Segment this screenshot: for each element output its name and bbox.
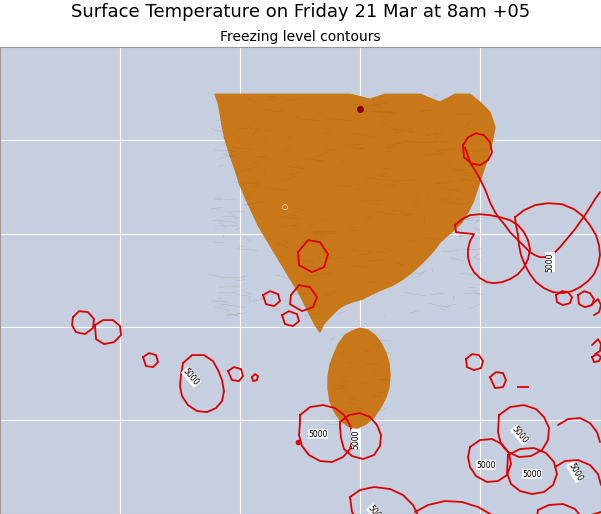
Polygon shape bbox=[215, 94, 495, 332]
Text: 5000: 5000 bbox=[308, 430, 328, 438]
Text: Surface Temperature on Friday 21 Mar at 8am +05: Surface Temperature on Friday 21 Mar at … bbox=[71, 3, 530, 21]
Text: 5000: 5000 bbox=[476, 461, 496, 469]
Text: 5000: 5000 bbox=[182, 366, 201, 388]
Text: ○: ○ bbox=[282, 204, 288, 210]
Text: 5000: 5000 bbox=[566, 462, 584, 483]
Text: 5000: 5000 bbox=[510, 425, 529, 446]
Text: 5000: 5000 bbox=[522, 469, 542, 479]
Text: 5000: 5000 bbox=[546, 252, 555, 272]
Text: Freezing level contours: Freezing level contours bbox=[220, 30, 381, 44]
Polygon shape bbox=[328, 328, 390, 428]
Text: 5000: 5000 bbox=[366, 504, 386, 514]
Text: 5000: 5000 bbox=[352, 429, 361, 449]
